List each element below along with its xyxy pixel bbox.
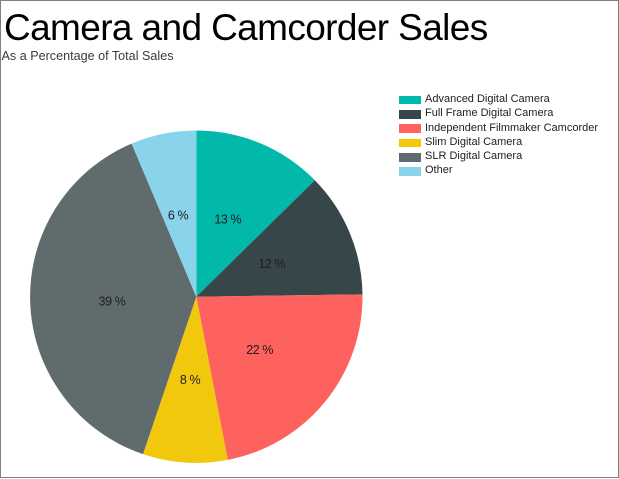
svg-text:6 %: 6 % (168, 208, 189, 222)
svg-text:22 %: 22 % (246, 343, 273, 357)
svg-text:12 %: 12 % (258, 257, 285, 271)
svg-text:39 %: 39 % (99, 295, 126, 309)
svg-text:8 %: 8 % (180, 373, 201, 387)
svg-text:13 %: 13 % (214, 212, 241, 226)
